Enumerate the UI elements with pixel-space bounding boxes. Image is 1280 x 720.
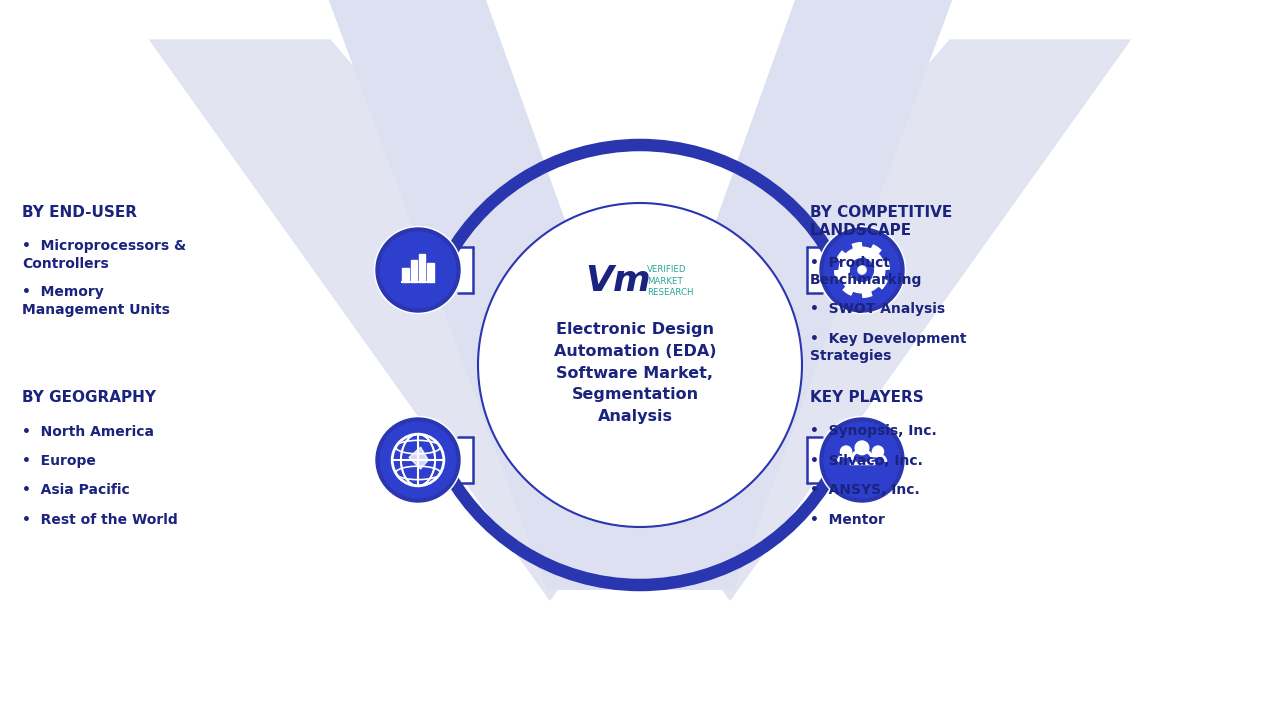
Polygon shape bbox=[408, 447, 429, 469]
Text: •  Microprocessors &
Controllers: • Microprocessors & Controllers bbox=[22, 240, 186, 271]
Bar bbox=[806, 437, 822, 483]
Bar bbox=[411, 260, 417, 282]
Circle shape bbox=[818, 227, 905, 313]
Bar bbox=[428, 263, 434, 282]
Circle shape bbox=[851, 258, 873, 282]
Circle shape bbox=[477, 203, 803, 527]
Circle shape bbox=[824, 422, 900, 498]
Bar bbox=[458, 247, 474, 293]
Text: •  North America: • North America bbox=[22, 425, 154, 438]
Circle shape bbox=[818, 416, 905, 503]
Text: Electronic Design
Automation (EDA)
Software Market,
Segmentation
Analysis: Electronic Design Automation (EDA) Softw… bbox=[554, 323, 717, 423]
Text: VERIFIED
MARKET
RESEARCH: VERIFIED MARKET RESEARCH bbox=[646, 265, 694, 297]
Circle shape bbox=[841, 446, 851, 457]
Text: •  Europe: • Europe bbox=[22, 454, 96, 468]
Circle shape bbox=[376, 228, 460, 312]
Circle shape bbox=[820, 228, 904, 312]
Circle shape bbox=[858, 266, 867, 274]
Text: •  Mentor: • Mentor bbox=[810, 513, 884, 527]
Circle shape bbox=[380, 232, 456, 308]
Circle shape bbox=[376, 418, 460, 502]
Circle shape bbox=[855, 441, 869, 455]
Circle shape bbox=[824, 232, 900, 308]
Text: •  Key Development
Strategies: • Key Development Strategies bbox=[810, 331, 966, 363]
Text: V: V bbox=[317, 0, 963, 720]
Circle shape bbox=[820, 418, 904, 502]
Circle shape bbox=[375, 227, 462, 313]
Text: BY END-USER: BY END-USER bbox=[22, 205, 137, 220]
Text: Vm: Vm bbox=[585, 264, 650, 298]
Bar bbox=[419, 253, 425, 282]
Text: •  ANSYS, Inc.: • ANSYS, Inc. bbox=[810, 484, 920, 498]
Bar bbox=[458, 437, 474, 483]
Text: •  Memory
Management Units: • Memory Management Units bbox=[22, 286, 170, 317]
Text: •  Asia Pacific: • Asia Pacific bbox=[22, 484, 129, 498]
Text: KEY PLAYERS: KEY PLAYERS bbox=[810, 390, 924, 405]
Text: •  Product
Benchmarking: • Product Benchmarking bbox=[810, 256, 923, 287]
Bar bbox=[402, 268, 408, 282]
Text: •  Synopsis, Inc.: • Synopsis, Inc. bbox=[810, 425, 937, 438]
Circle shape bbox=[380, 422, 456, 498]
Polygon shape bbox=[835, 243, 890, 297]
Text: BY GEOGRAPHY: BY GEOGRAPHY bbox=[22, 390, 156, 405]
Text: BY COMPETITIVE
LANDSCAPE: BY COMPETITIVE LANDSCAPE bbox=[810, 205, 952, 238]
Text: •  Silvaco, Inc.: • Silvaco, Inc. bbox=[810, 454, 923, 468]
Circle shape bbox=[375, 416, 462, 503]
Circle shape bbox=[873, 446, 883, 457]
Text: •  Rest of the World: • Rest of the World bbox=[22, 513, 178, 527]
Bar bbox=[806, 247, 822, 293]
Polygon shape bbox=[150, 40, 1130, 600]
Text: •  SWOT Analysis: • SWOT Analysis bbox=[810, 302, 945, 316]
